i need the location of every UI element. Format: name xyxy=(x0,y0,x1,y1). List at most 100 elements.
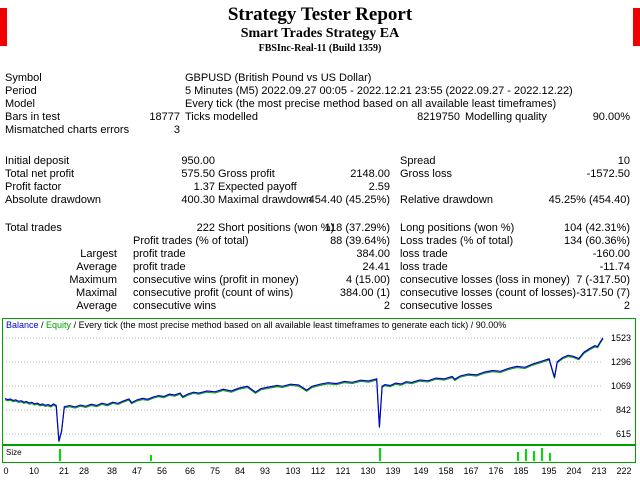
x-tick: 103 xyxy=(285,466,301,476)
bars-label: Bars in test xyxy=(5,111,61,123)
balance-line xyxy=(4,337,604,442)
avg-consecutive-wins-label: consecutive wins xyxy=(133,300,217,312)
x-tick: 56 xyxy=(156,466,168,476)
loss-trades-label: Loss trades (% of total) xyxy=(400,235,514,247)
equity-line xyxy=(4,338,604,443)
ea-name: Smart Trades Strategy EA xyxy=(240,26,400,41)
size-label: Size xyxy=(6,448,22,457)
quality-label: Modelling quality xyxy=(465,111,547,123)
average-key: Average xyxy=(76,261,117,273)
maximal-key: Maximal xyxy=(76,287,117,299)
short-positions-value: 118 (37.29%) xyxy=(324,222,390,234)
long-positions-label: Long positions (won %) xyxy=(400,222,515,234)
ticks-value: 8219750 xyxy=(417,111,460,123)
maximum-key: Maximum xyxy=(69,274,117,286)
largest-loss-trade-value: -160.00 xyxy=(592,248,630,260)
period-value: 5 Minutes (M5) 2022.09.27 00:05 - 2022.1… xyxy=(185,85,573,97)
largest-profit-trade-value: 384.00 xyxy=(356,248,390,260)
quality-value: 90.00% xyxy=(592,111,630,123)
average-loss-trade-value: -11.74 xyxy=(599,261,630,273)
bars-value: 18777 xyxy=(149,111,180,123)
avg-consecutive-losses-label: consecutive losses xyxy=(400,300,493,312)
x-tick: 38 xyxy=(106,466,118,476)
symbol-label: Symbol xyxy=(5,72,42,84)
relative-drawdown-value: 45.25% (454.40) xyxy=(548,194,630,206)
report-title: Strategy Tester Report xyxy=(227,4,413,25)
x-tick: 121 xyxy=(335,466,351,476)
x-tick: 93 xyxy=(259,466,271,476)
expected-payoff-value: 2.59 xyxy=(368,181,390,193)
largest-loss-trade-label: loss trade xyxy=(400,248,448,260)
avg-consecutive-wins-value: 2 xyxy=(383,300,390,312)
maximal-consecutive-profit-label: consecutive profit (count of wins) xyxy=(133,287,294,299)
max-consecutive-losses-label: consecutive losses (loss in money) xyxy=(400,274,570,286)
gross-loss-label: Gross loss xyxy=(400,168,452,180)
average-profit-trade-value: 24.41 xyxy=(362,261,390,273)
x-tick: 47 xyxy=(131,466,143,476)
size-bar xyxy=(533,451,535,461)
y-tick-1069: 1069 xyxy=(610,381,631,391)
right-edge-red-marker xyxy=(633,8,640,46)
size-bar xyxy=(150,455,152,461)
initial-deposit-value: 950.00 xyxy=(181,155,215,167)
size-bar xyxy=(541,448,543,461)
ticks-label: Ticks modelled xyxy=(185,111,258,123)
maximal-consecutive-profit-value: 384.00 (1) xyxy=(339,287,390,299)
x-tick: 139 xyxy=(385,466,401,476)
average-loss-trade-label: loss trade xyxy=(400,261,448,273)
x-tick: 130 xyxy=(360,466,376,476)
x-tick: 66 xyxy=(184,466,196,476)
y-tick-615: 615 xyxy=(615,429,631,439)
left-edge-red-marker xyxy=(0,8,7,46)
y-tick-1523: 1523 xyxy=(610,333,631,343)
net-profit-label: Total net profit xyxy=(5,168,75,180)
mismatch-value: 3 xyxy=(173,124,180,136)
total-trades-label: Total trades xyxy=(5,222,62,234)
profit-factor-label: Profit factor xyxy=(5,181,62,193)
legend-description: / Every tick (the most precise method ba… xyxy=(71,320,507,330)
loss-trades-value: 134 (60.36%) xyxy=(563,235,630,247)
size-bar xyxy=(525,449,527,461)
x-tick: 149 xyxy=(413,466,429,476)
average2-key: Average xyxy=(76,300,117,312)
relative-drawdown-label: Relative drawdown xyxy=(400,194,493,206)
long-positions-value: 104 (42.31%) xyxy=(563,222,630,234)
largest-profit-trade-label: profit trade xyxy=(133,248,186,260)
maximal-drawdown-label: Maximal drawdown xyxy=(218,194,313,206)
x-tick: 158 xyxy=(438,466,454,476)
max-consecutive-wins-label: consecutive wins (profit in money) xyxy=(133,274,299,286)
total-trades-value: 222 xyxy=(196,222,215,234)
x-tick: 75 xyxy=(209,466,221,476)
max-consecutive-wins-value: 4 (15.00) xyxy=(345,274,390,286)
horizontal-gridlines xyxy=(3,337,603,435)
profit-factor-value: 1.37 xyxy=(193,181,215,193)
x-tick: 167 xyxy=(463,466,479,476)
legend-separator: / xyxy=(38,320,47,330)
profit-trades-label: Profit trades (% of total) xyxy=(133,235,249,247)
x-tick: 21 xyxy=(58,466,70,476)
expected-payoff-label: Expected payoff xyxy=(218,181,297,193)
short-positions-label: Short positions (won %) xyxy=(218,222,335,234)
x-tick: 112 xyxy=(310,466,326,476)
average-profit-trade-label: profit trade xyxy=(133,261,186,273)
gross-profit-value: 2148.00 xyxy=(350,168,390,180)
x-tick: 84 xyxy=(234,466,246,476)
net-profit-value: 575.50 xyxy=(181,168,215,180)
gross-loss-value: -1572.50 xyxy=(586,168,630,180)
y-tick-842: 842 xyxy=(615,405,631,415)
size-bar xyxy=(59,449,61,461)
largest-key: Largest xyxy=(80,248,117,260)
legend-equity-label: Equity xyxy=(46,320,72,330)
avg-consecutive-losses-value: 2 xyxy=(623,300,630,312)
x-tick: 213 xyxy=(591,466,607,476)
x-tick: 204 xyxy=(566,466,582,476)
balance-plot xyxy=(3,337,604,443)
spread-label: Spread xyxy=(400,155,436,167)
maximal-consecutive-losses-label: consecutive losses (count of losses) xyxy=(400,287,577,299)
gross-profit-label: Gross profit xyxy=(218,168,275,180)
lot-size-panel: Size xyxy=(2,445,636,463)
x-tick: 195 xyxy=(541,466,557,476)
x-tick: 185 xyxy=(513,466,529,476)
max-consecutive-losses-value: 7 (-317.50) xyxy=(576,274,630,286)
